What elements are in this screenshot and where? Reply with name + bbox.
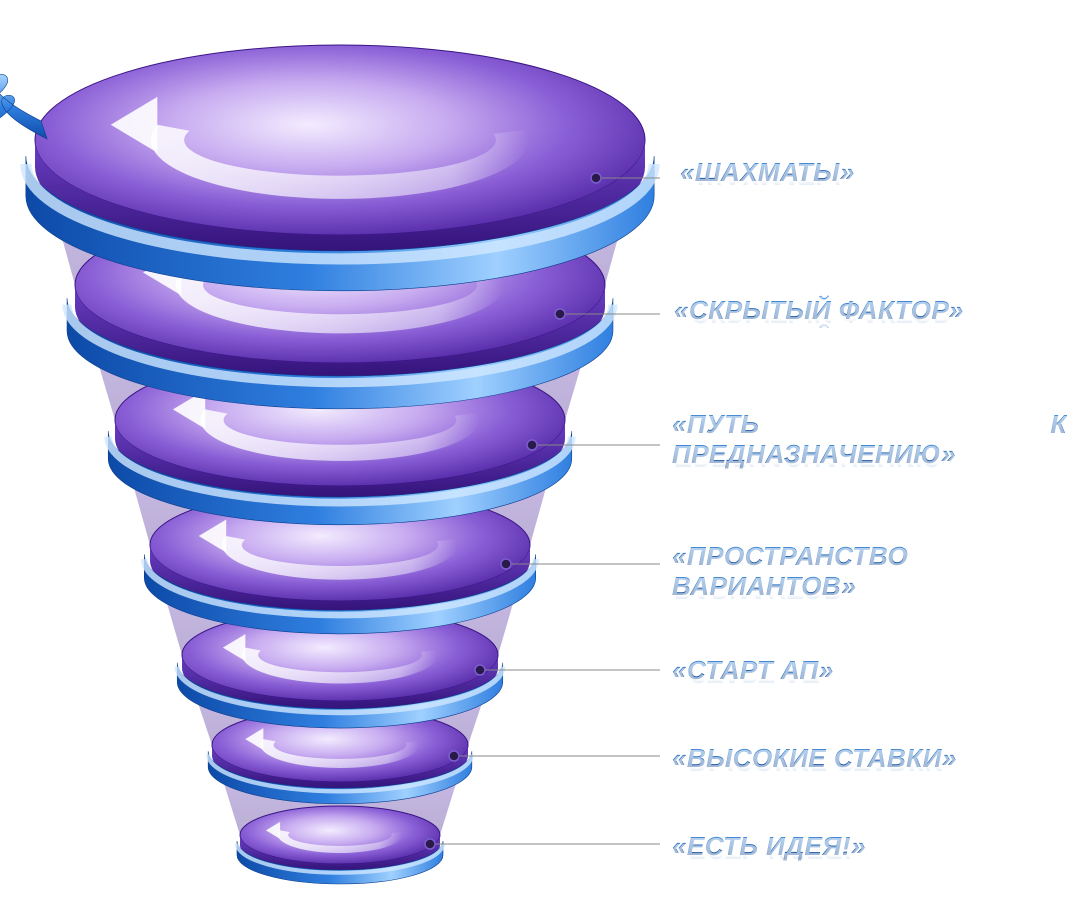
ring-label-2: «ПУТЬКПРЕДНАЗНАЧЕНИЮ»ПРЕДНАЗНАЧЕНИЮ» — [672, 410, 1067, 484]
ring-label-4: «СТАРТ АП»«СТАРТ АП» — [672, 656, 932, 700]
ring-label-1: «СКРЫТЫЙ ФАКТОР»«СКРЫТЫЙ ФАКТОР» — [674, 296, 1054, 340]
ring-label-6: «ЕСТЬ ИДЕЯ!»«ЕСТЬ ИДЕЯ!» — [672, 832, 952, 876]
ring-label-0: «ШАХМАТЫ»«ШАХМАТЫ» — [680, 158, 940, 202]
labels-container: «ШАХМАТЫ»«ШАХМАТЫ» «СКРЫТЫЙ ФАКТОР»«СКРЫТ… — [0, 0, 1079, 924]
ring-label-5: «ВЫСОКИЕ СТАВКИ»«ВЫСОКИЕ СТАВКИ» — [672, 744, 1032, 788]
diagram-canvas: «ШАХМАТЫ»«ШАХМАТЫ» «СКРЫТЫЙ ФАКТОР»«СКРЫТ… — [0, 0, 1079, 924]
ring-label-3: «ПРОСТРАНСТВОВАРИАНТОВ»ВАРИАНТОВ» — [672, 542, 1032, 616]
